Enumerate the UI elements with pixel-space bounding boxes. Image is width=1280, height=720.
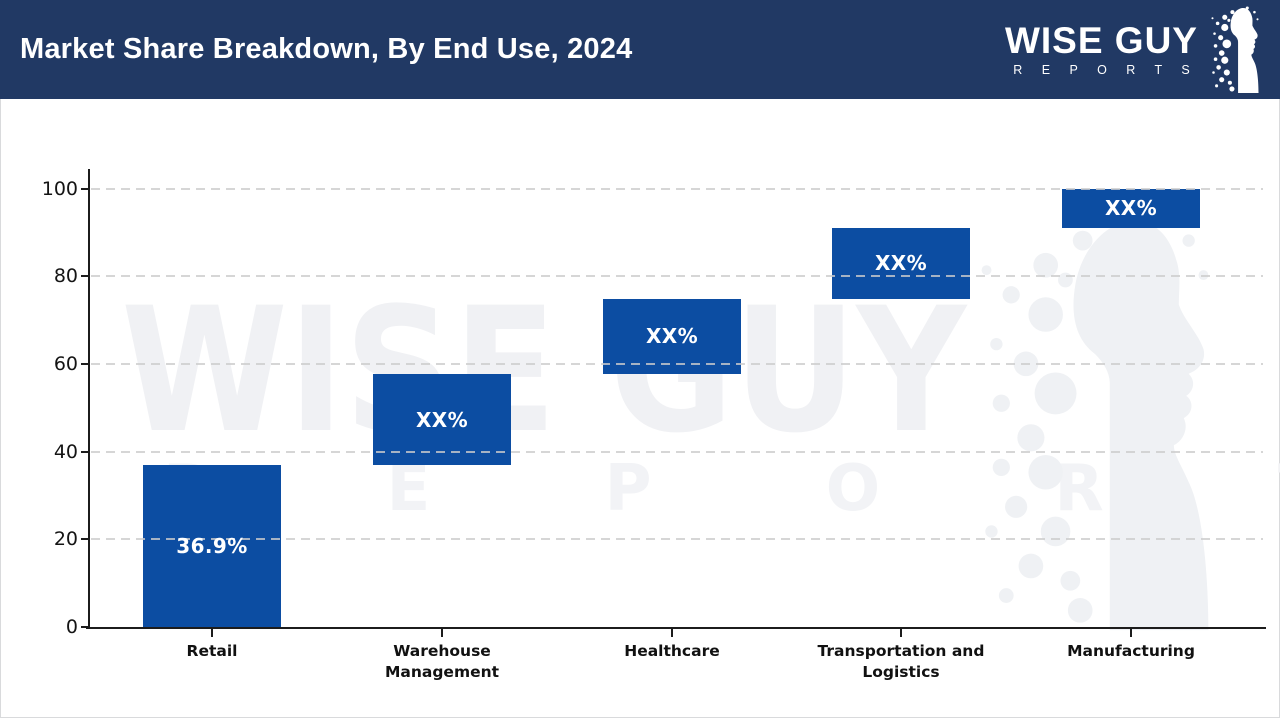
- x-tick-mark: [671, 629, 673, 637]
- brand-text: WISE GUY R E P O R T S: [1004, 20, 1198, 78]
- y-tick-mark: [81, 275, 89, 278]
- bar-manufacturing: [1062, 188, 1200, 229]
- wise-guy-face-icon: [1202, 6, 1268, 94]
- header: Market Share Breakdown, By End Use, 2024…: [0, 0, 1280, 99]
- bar-warehouse-management: [373, 374, 511, 466]
- bar-value-label: XX%: [1104, 196, 1158, 221]
- y-tick-mark: [81, 626, 89, 628]
- y-axis-spine: [88, 169, 90, 629]
- bar-transportation-and-logistics: [832, 228, 970, 299]
- watermark-reports: R E P O R T S: [163, 452, 1280, 526]
- brand-reports-label: R E P O R T S: [1013, 63, 1198, 77]
- y-tick-label: 0: [65, 616, 78, 638]
- page-title: Market Share Breakdown, By End Use, 2024: [20, 33, 633, 65]
- gridline: [91, 538, 1263, 541]
- brand-wordmark: WISE GUY: [1004, 20, 1198, 61]
- x-tick-label-line: Management: [384, 662, 500, 681]
- chart-panel: WISE GUY R E P O R T S 0 20 40 60 80 100 36.9%…: [0, 99, 1280, 718]
- gridline: [91, 187, 1263, 190]
- x-tick-mark: [211, 629, 213, 637]
- y-tick-label: 40: [53, 440, 78, 463]
- x-tick-label: Warehouse Management: [322, 641, 562, 682]
- y-tick-label: 60: [53, 352, 78, 375]
- gridline: [91, 362, 1263, 365]
- gridline: [91, 450, 1263, 453]
- y-tick-label: 100: [41, 177, 78, 200]
- x-tick-label-line: Retail: [186, 642, 238, 660]
- bar-value-label: XX%: [874, 251, 928, 276]
- x-tick-label-line: Transportation and: [817, 642, 985, 660]
- x-axis-spine: [86, 627, 1266, 629]
- bar-value-label: XX%: [645, 324, 699, 349]
- y-tick-label: 80: [53, 265, 78, 288]
- bar-value-label: 36.9%: [176, 534, 248, 559]
- x-tick-label-line: Logistics: [862, 662, 940, 681]
- x-tick-label: Healthcare: [552, 641, 792, 662]
- x-tick-mark: [441, 629, 443, 637]
- watermark-wordmark: WISE GUY: [121, 270, 967, 471]
- x-tick-mark: [900, 629, 902, 637]
- x-tick-label-line: Warehouse: [393, 642, 491, 660]
- brand-logo: WISE GUY R E P O R T S: [1005, 0, 1268, 99]
- x-tick-mark: [1130, 629, 1132, 637]
- x-tick-label-line: Healthcare: [624, 642, 720, 660]
- x-tick-label: Retail: [92, 641, 332, 662]
- y-tick-label: 20: [53, 528, 78, 551]
- bar-retail: [143, 465, 281, 627]
- y-tick-mark: [81, 538, 89, 541]
- bar-value-label: XX%: [415, 407, 469, 432]
- bar-healthcare: [603, 298, 741, 375]
- y-tick-mark: [81, 450, 89, 453]
- x-tick-label-line: Manufacturing: [1067, 642, 1195, 660]
- gridline: [91, 275, 1263, 278]
- x-tick-label: Manufacturing: [1011, 641, 1251, 662]
- y-tick-mark: [81, 187, 89, 190]
- y-tick-mark: [81, 362, 89, 365]
- x-tick-label: Transportation and Logistics: [781, 641, 1021, 682]
